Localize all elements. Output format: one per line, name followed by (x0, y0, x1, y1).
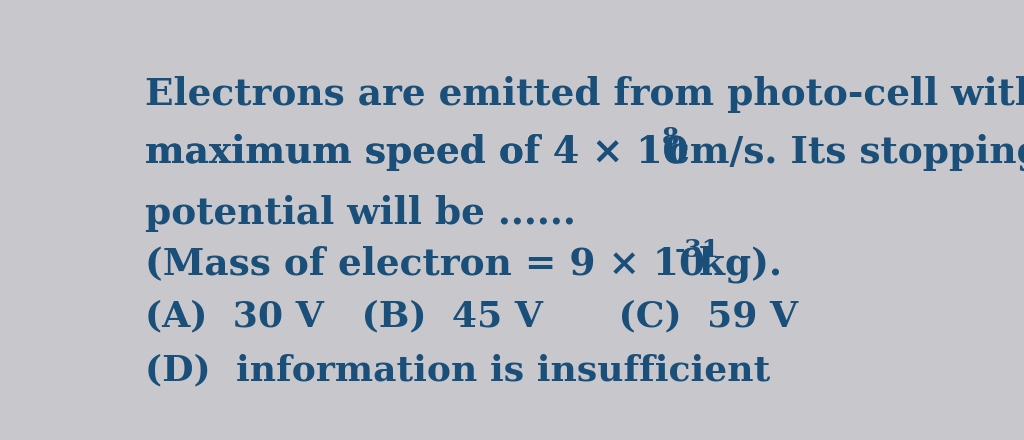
Text: (A)  30 V   (B)  45 V      (C)  59 V: (A) 30 V (B) 45 V (C) 59 V (145, 299, 798, 333)
Text: -31: -31 (675, 238, 720, 262)
Text: Electrons are emitted from photo-cell with: Electrons are emitted from photo-cell wi… (145, 76, 1024, 113)
Text: maximum speed of 4 × 10: maximum speed of 4 × 10 (145, 134, 689, 171)
Text: potential will be ......: potential will be ...... (145, 195, 575, 232)
Text: maximum speed of 4 × 10: maximum speed of 4 × 10 (145, 134, 689, 171)
Text: 8: 8 (662, 126, 679, 150)
Text: (Mass of electron = 9 × 10: (Mass of electron = 9 × 10 (145, 246, 706, 282)
Text: kg).: kg). (686, 246, 781, 283)
Text: cm/s. Its stopping: cm/s. Its stopping (654, 134, 1024, 171)
Text: (D)  information is insufficient: (D) information is insufficient (145, 353, 770, 387)
